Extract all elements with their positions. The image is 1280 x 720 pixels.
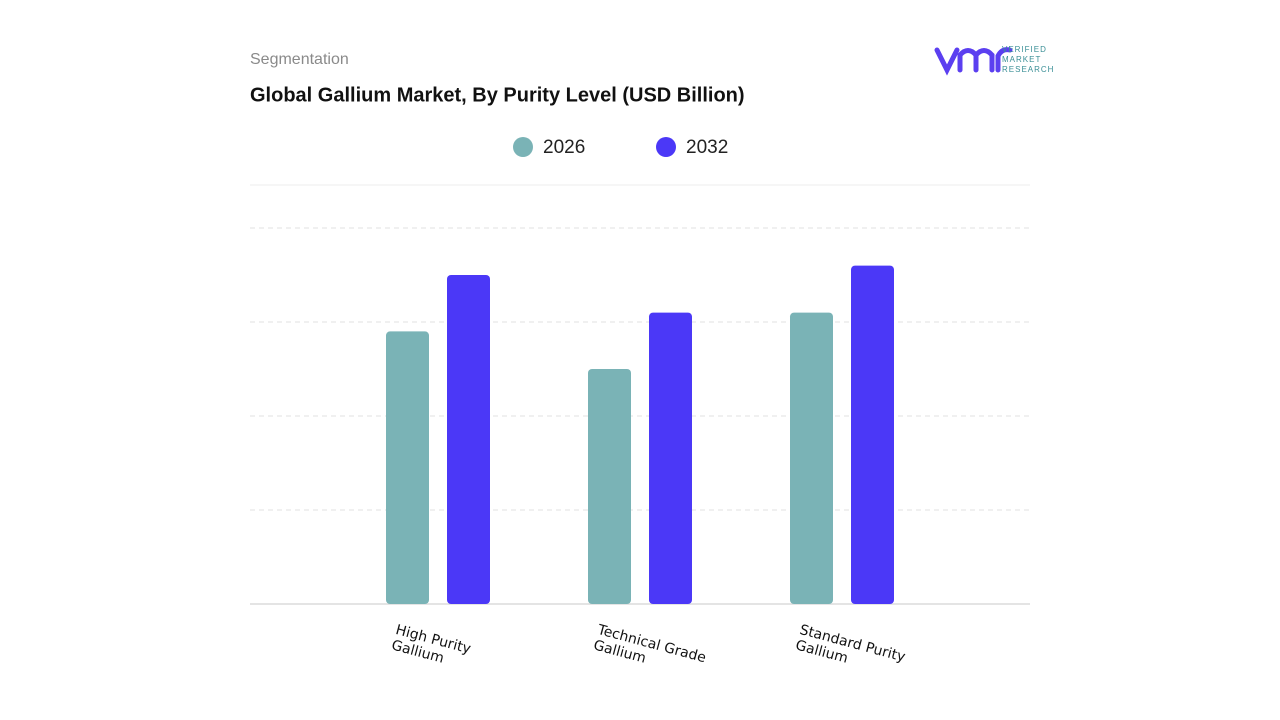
bar: [447, 275, 490, 604]
chart-subtitle: Segmentation: [250, 51, 349, 68]
bar: [588, 369, 631, 604]
logo-mark: [934, 47, 1013, 76]
logo: VERIFIED MARKET RESEARCH: [934, 45, 1054, 76]
legend-label: 2026: [543, 137, 585, 158]
logo-text: MARKET: [1002, 55, 1041, 64]
legend-swatch: [656, 137, 676, 157]
legend-label: 2032: [686, 137, 728, 158]
legend-swatch: [513, 137, 533, 157]
bar: [386, 331, 429, 604]
bar: [790, 312, 833, 604]
chart-title: Global Gallium Market, By Purity Level (…: [250, 84, 745, 106]
logo-text: VERIFIED: [1002, 45, 1047, 54]
logo-text: RESEARCH: [1002, 65, 1054, 74]
bar: [851, 265, 894, 604]
bar: [649, 312, 692, 604]
